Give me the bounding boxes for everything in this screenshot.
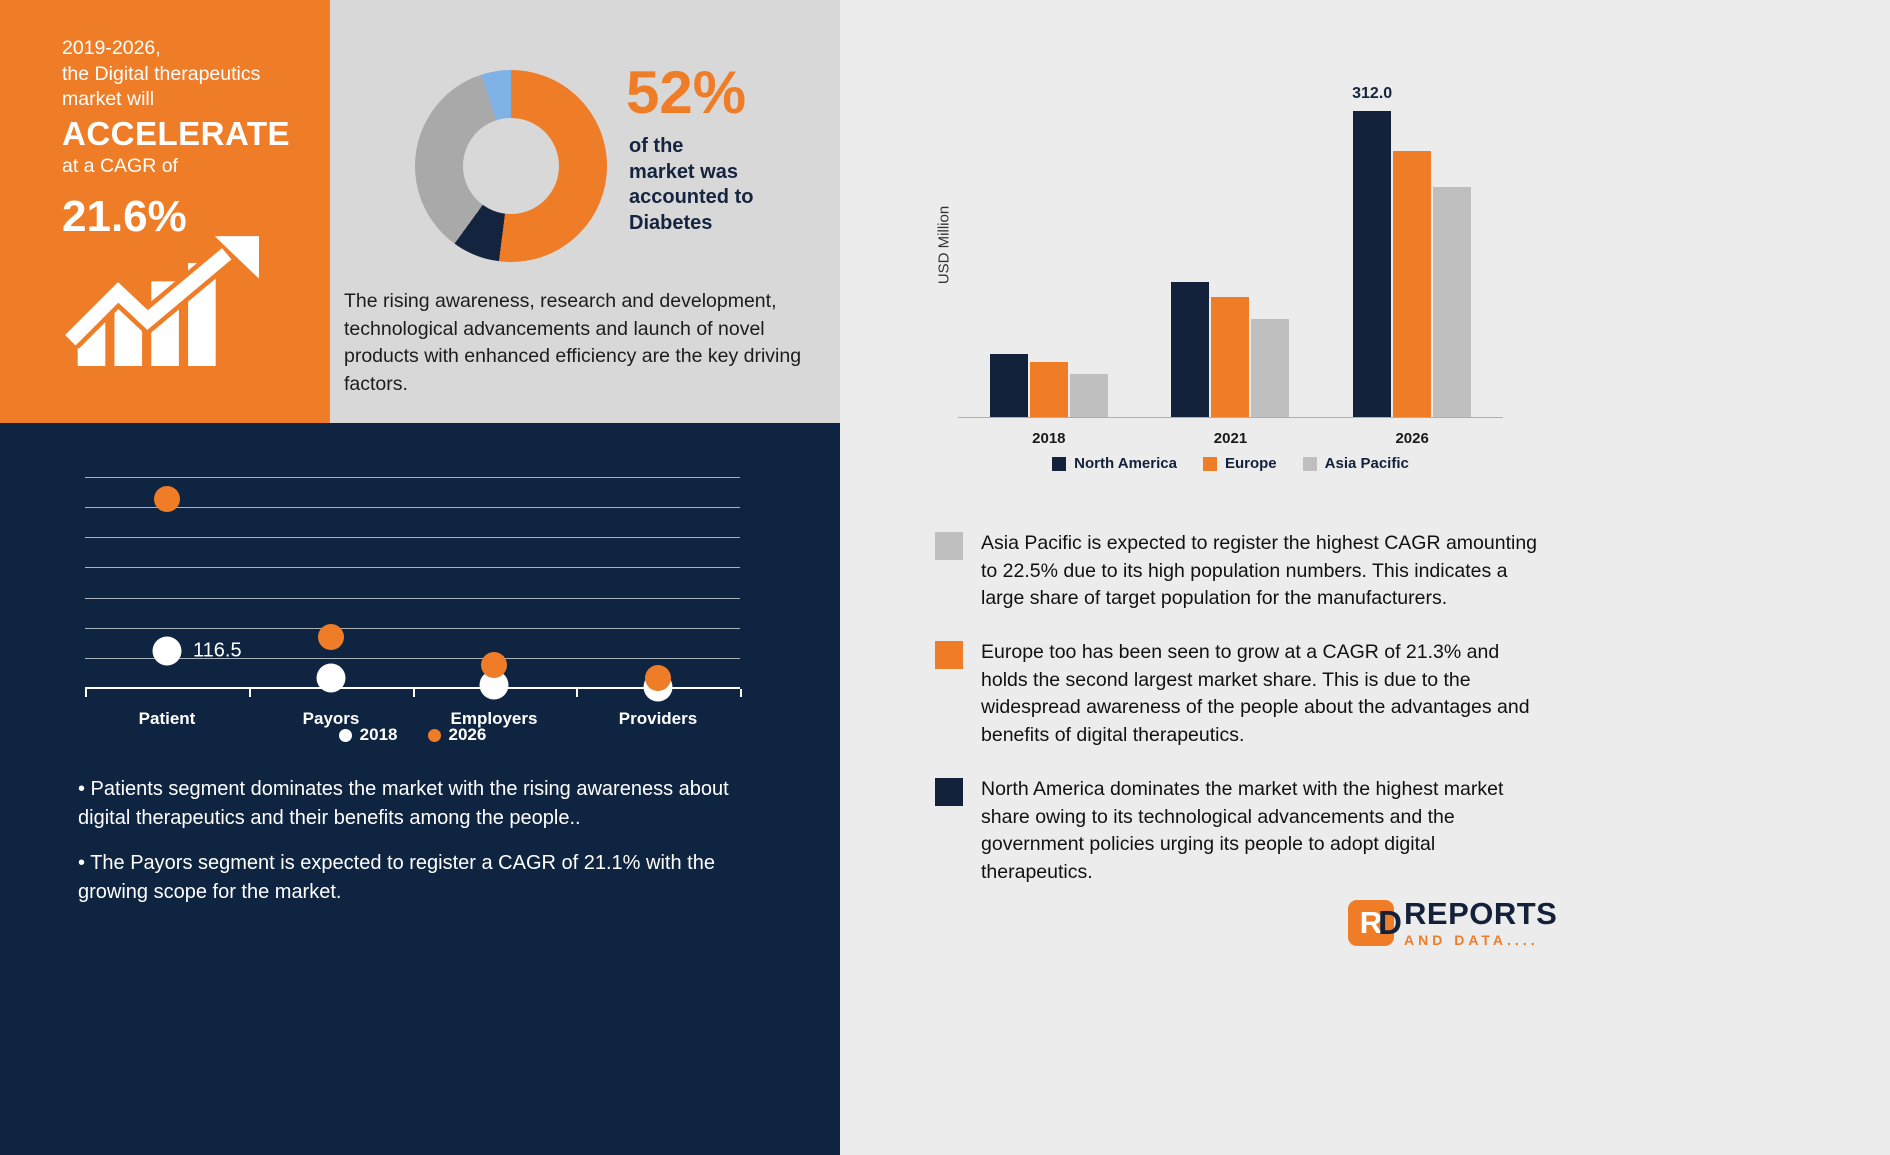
region-bullet-text: Europe too has been seen to grow at a CA… [981,641,1530,747]
category-label: Employers [450,709,538,728]
region-bullet-swatch [935,532,963,560]
dot-value-label: 116.5 [193,639,242,662]
bar-europe [1029,362,1068,417]
bar-legend-item: Europe [1202,455,1277,472]
gridline [85,598,740,599]
dot-legend-item: 2026 [427,725,487,745]
logo-reports: REPORTS [1404,896,1558,931]
legend-label: Europe [1224,455,1277,472]
legend-swatch [1302,456,1317,471]
axis-tick [576,689,578,697]
gridline [85,658,740,659]
segment-bullet: • The Payors segment is expected to regi… [78,852,715,903]
bar-north-america [1171,282,1210,417]
bar-group: 2021 [1171,282,1290,447]
dot-2018 [316,663,346,693]
legend-dot [427,728,441,742]
dot-2026 [318,624,344,650]
accelerate-heading: ACCELERATE [62,115,291,153]
cagr-label: at a CAGR of [62,155,178,178]
dot-legend: 2018 2026 [85,725,740,745]
region-bullet-asia-pacific: Asia Pacific is expected to register the… [935,530,1545,613]
legend-swatch [1202,456,1217,471]
bar-legend-item: North America [1052,455,1177,472]
legend-swatch [1052,456,1067,471]
axis-tick [740,689,742,697]
bar-axis-tick: 2021 [1213,430,1248,447]
category-label: Patient [138,709,196,728]
cagr-panel: 2019-2026, the Digital therapeutics mark… [0,0,330,423]
legend-label: Asia Pacific [1324,455,1409,472]
dot-2026 [154,486,180,512]
logo-and-data: AND DATA.... [1404,932,1539,948]
bar-value-label: 312.0 [1352,85,1393,102]
dot-plot: 116.5 Patient Payors Employers Providers [85,477,742,728]
axis-tick [85,689,87,697]
axis-tick [249,689,251,697]
dot-2018 [152,636,182,666]
bar-plot: 2018 2021 312.0 2026 [958,85,1503,447]
region-bullet-text: Asia Pacific is expected to register the… [981,532,1538,610]
rd-logo-icon: R D [1348,900,1402,946]
reports-and-data-logo: R D REPORTS AND DATA.... [1348,898,1557,948]
logo-letter-d: D [1378,904,1402,941]
bar-asia-pacific [1069,374,1108,417]
region-bullet-swatch [935,641,963,670]
logo-letter-r: R [1359,905,1383,940]
gridline [85,477,740,478]
bar-legend-item: Asia Pacific [1302,455,1409,472]
gridline [85,507,740,508]
gridline [85,628,740,629]
segment-panel: 116.5 Patient Payors Employers Providers 201… [0,423,840,1155]
bar-legend: North America Europe Asia Pacific [958,455,1503,472]
bar-europe [1211,297,1250,417]
gridline [85,537,740,538]
diabetes-caption: of the market was accounted to Diabetes [629,135,754,234]
bar-north-america [989,354,1028,417]
axis-tick [413,689,415,697]
region-bullet-swatch [935,777,963,806]
bar-europe [1393,151,1432,417]
diabetes-share-panel: 52% of the market was accounted to Diabe… [330,0,840,423]
category-label: Providers [618,709,698,728]
gridline [85,567,740,568]
logo-text: REPORTS AND DATA.... [1404,898,1557,948]
region-bullet-north-america: North America dominates the market with … [935,776,1545,887]
category-label: Payors [302,709,360,728]
legend-label: North America [1074,455,1177,472]
region-bullets: Asia Pacific is expected to register the… [935,530,1545,913]
intro-text: 2019-2026, the Digital therapeutics mark… [62,37,261,111]
legend-dot [338,728,352,742]
segment-bullets: • Patients segment dominates the market … [78,775,768,923]
bar-group: 312.0 2026 [1352,85,1472,447]
bar-group: 2018 [989,354,1108,447]
bar-axis-tick: 2026 [1395,430,1429,447]
bar-asia-pacific [1251,319,1290,417]
region-bullet-text: North America dominates the market with … [981,777,1504,883]
bar-asia-pacific [1433,187,1472,417]
legend-label: 2018 [359,725,398,744]
bar-north-america: 312.0 [1352,85,1392,417]
x-axis [85,687,740,689]
dot-2026 [481,652,507,678]
driving-factors-text: The rising awareness, research and devel… [344,290,802,396]
growth-arrow-icon [61,230,265,366]
segment-bullet: • Patients segment dominates the market … [78,778,729,829]
dot-legend-item: 2018 [338,725,398,745]
bar-y-axis-label: USD Million [935,205,953,285]
legend-label: 2026 [448,725,487,744]
regional-panel: USD Million 2018 2021 312.0 2026 North Amer… [840,0,1890,1155]
region-bullet-europe: Europe too has been seen to grow at a CA… [935,639,1545,750]
diabetes-percent: 52% [626,59,747,126]
donut-chart [415,70,607,262]
dot-2026 [645,665,671,691]
cagr-value: 21.6% [62,192,187,242]
bar-axis-tick: 2018 [1032,430,1066,447]
